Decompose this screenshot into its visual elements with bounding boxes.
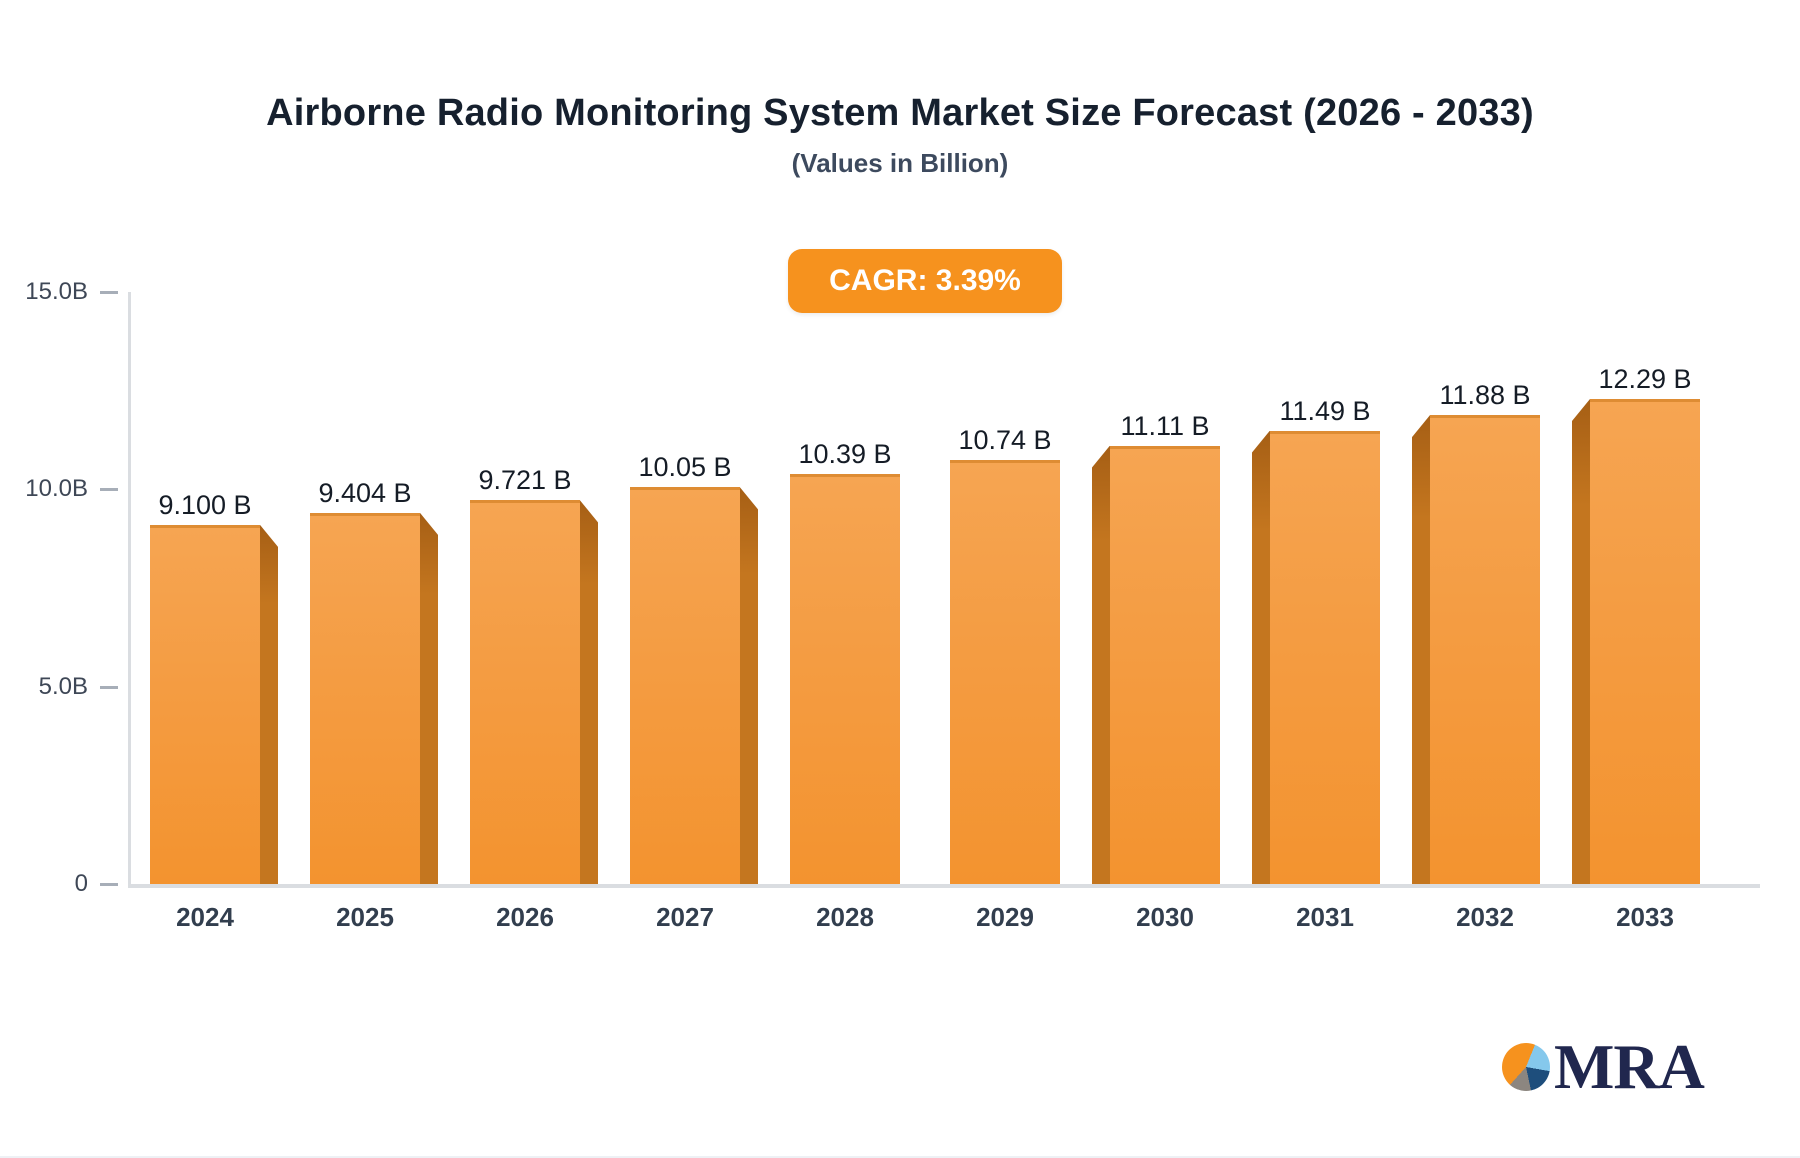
y-tick — [100, 488, 118, 492]
bar — [1412, 415, 1540, 884]
x-axis-baseline — [128, 884, 1760, 888]
y-tick-label: 0 — [74, 870, 88, 897]
bar-value-label: 9.721 B — [478, 465, 572, 496]
y-axis-line — [128, 292, 131, 888]
bar-value-label: 12.29 B — [1598, 363, 1692, 394]
bar — [470, 500, 598, 884]
bar-side-face — [1572, 398, 1590, 884]
bar-side-face — [1412, 415, 1430, 884]
bar-side-face — [260, 524, 278, 884]
bar — [630, 487, 758, 884]
y-tick-label: 15.0B — [25, 278, 88, 305]
chart-subtitle: (Values in Billion) — [791, 148, 1009, 178]
bar — [310, 512, 438, 884]
bar-face — [630, 487, 740, 884]
bar-face — [1270, 430, 1380, 884]
y-tick-label: 5.0B — [38, 672, 88, 700]
bar-value-label: 9.100 B — [158, 489, 252, 520]
bar-side-face — [1092, 445, 1110, 884]
x-axis-category-label: 2028 — [816, 902, 874, 932]
bar-value-label: 11.49 B — [1279, 395, 1371, 426]
bar — [1252, 430, 1380, 884]
chart-title: Airborne Radio Monitoring System Market … — [266, 92, 1534, 134]
x-axis-category-label: 2029 — [976, 902, 1034, 932]
pie-chart-icon — [1502, 1043, 1550, 1091]
bar-value-label: 9.404 B — [318, 477, 412, 508]
x-axis-category-label: 2024 — [176, 902, 234, 932]
bar-face — [470, 500, 580, 884]
y-tick-label: 10.0B — [25, 475, 88, 503]
x-axis-category-label: 2026 — [496, 902, 554, 932]
bar-face — [1430, 415, 1540, 884]
bar-side-face — [420, 512, 438, 884]
bar-value-label: 10.39 B — [798, 438, 892, 469]
bar — [1092, 445, 1220, 884]
brand-logo-text: MRA — [1554, 1031, 1705, 1102]
bar — [150, 524, 278, 884]
bar-face — [1590, 398, 1700, 884]
cagr-badge: CAGR: 3.39% — [788, 249, 1062, 313]
x-axis-category-label: 2030 — [1136, 902, 1194, 932]
bar-side-face — [580, 500, 598, 884]
y-tick — [100, 685, 118, 689]
brand-logo: MRA — [1502, 1031, 1705, 1102]
bar-value-label: 10.74 B — [958, 425, 1052, 456]
cagr-badge-label: CAGR: 3.39% — [829, 264, 1021, 297]
bar-value-label: 10.05 B — [638, 452, 732, 483]
bar-face — [1110, 445, 1220, 884]
bar — [790, 473, 900, 884]
x-axis-category-label: 2032 — [1456, 902, 1514, 932]
bar-side-face — [1252, 430, 1270, 884]
y-tick — [100, 883, 118, 886]
x-axis-category-label: 2033 — [1616, 902, 1674, 932]
x-axis-category-label: 2025 — [336, 902, 394, 932]
x-axis-category-label: 2027 — [656, 902, 714, 932]
bar-side-face — [740, 487, 758, 884]
bar-face — [150, 524, 260, 884]
bar — [950, 460, 1060, 884]
bar — [1572, 398, 1700, 884]
bar-face — [310, 512, 420, 884]
bar-face — [950, 460, 1060, 884]
bar-face — [790, 473, 900, 884]
x-axis-category-label: 2031 — [1296, 902, 1354, 932]
bar-value-label: 11.88 B — [1439, 380, 1531, 411]
bar-value-label: 11.11 B — [1120, 410, 1210, 441]
y-tick — [100, 291, 118, 294]
